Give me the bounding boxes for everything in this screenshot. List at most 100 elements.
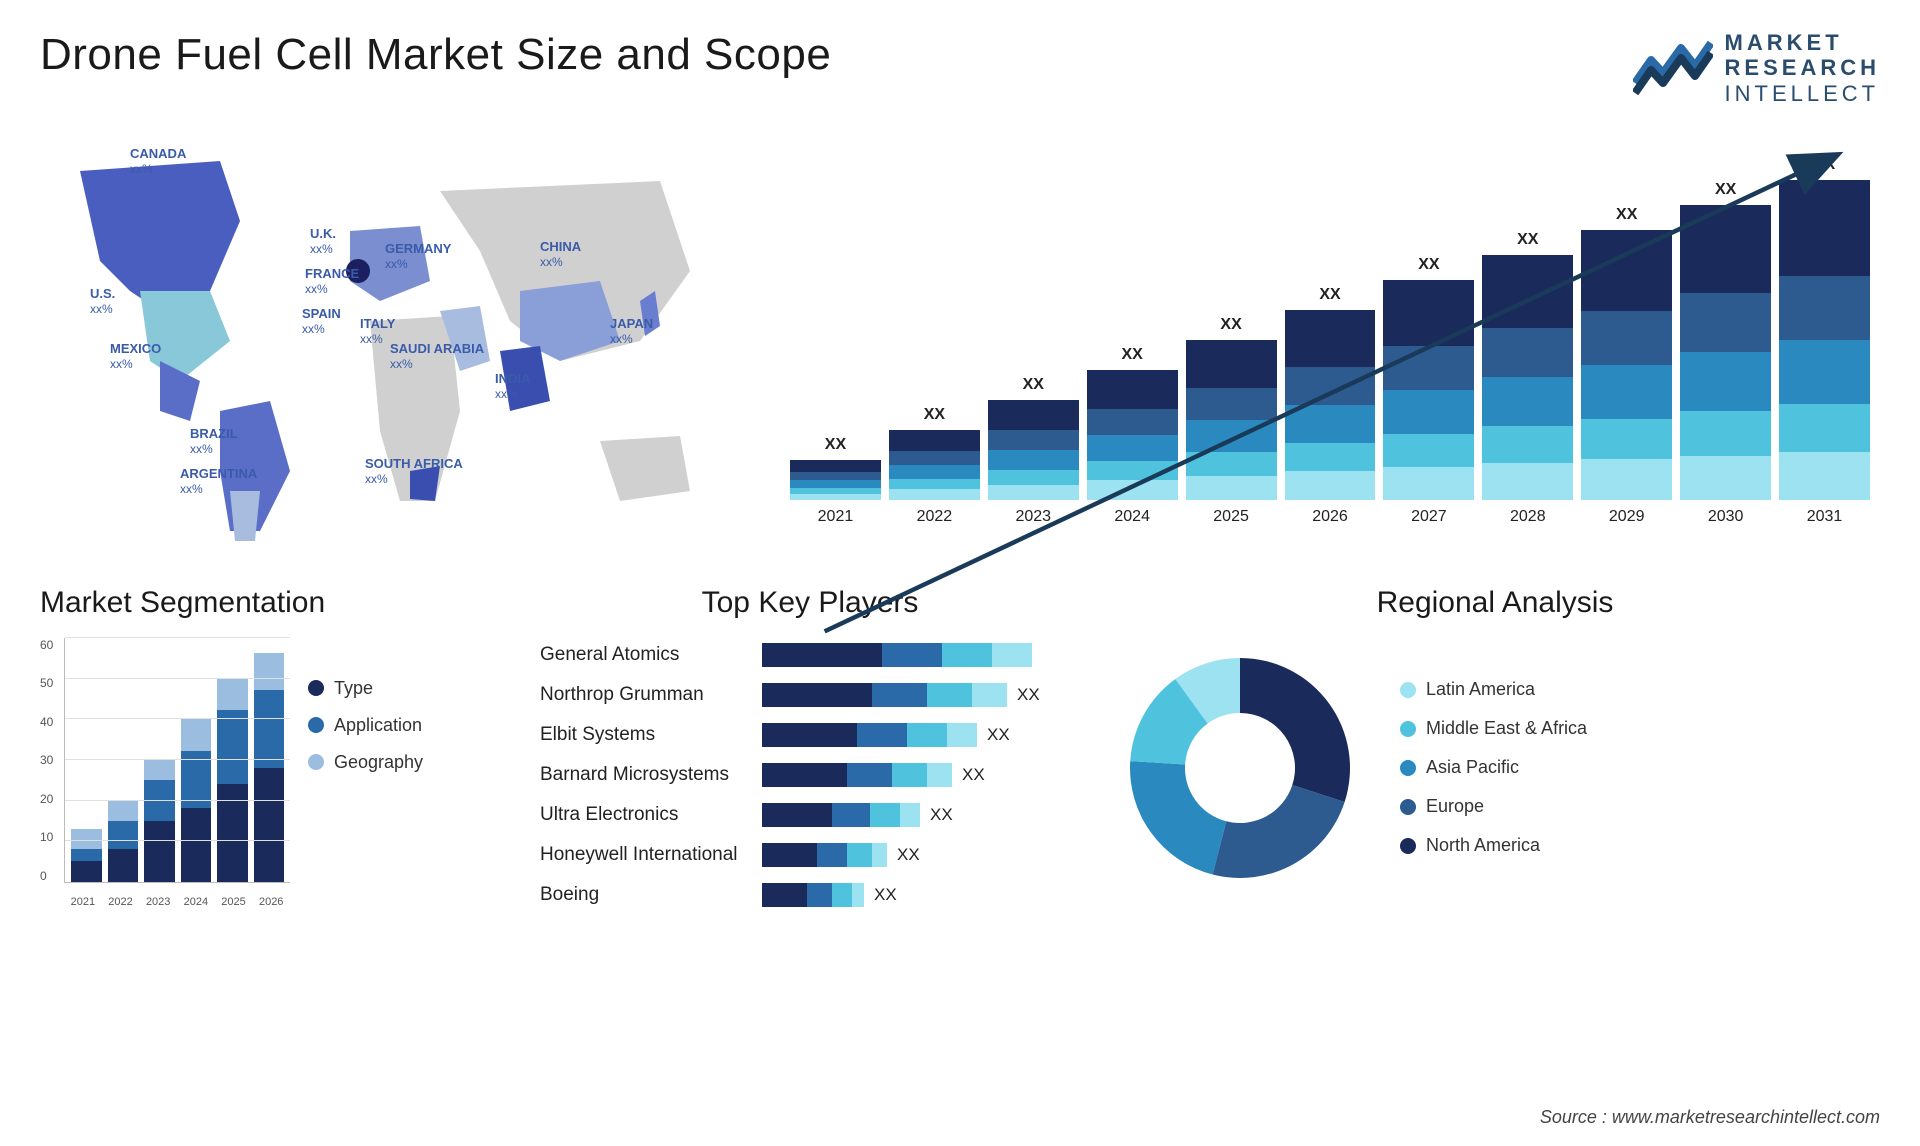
- bar-segment: [790, 472, 881, 480]
- player-bar-segment: [927, 683, 972, 707]
- bar-year-label: 2030: [1708, 508, 1744, 526]
- seg-bar-segment: [71, 829, 102, 849]
- bar-segment: [889, 479, 980, 490]
- player-row: Honeywell InternationalXX: [540, 838, 1080, 872]
- country-label: SOUTH AFRICAxx%: [365, 456, 463, 487]
- bar-segment: [1482, 328, 1573, 377]
- bar-segment: [790, 480, 881, 488]
- legend-dot: [1400, 799, 1416, 815]
- player-bar-segment: [817, 843, 847, 867]
- country-label: MEXICOxx%: [110, 341, 161, 372]
- legend-dot: [1400, 721, 1416, 737]
- bar-value-label: XX: [1122, 346, 1143, 364]
- player-bar-segment: [992, 643, 1032, 667]
- seg-bar-segment: [217, 678, 248, 711]
- market-size-bar-chart: XX2021XX2022XX2023XX2024XX2025XX2026XX20…: [780, 126, 1880, 556]
- bar-segment: [1383, 467, 1474, 500]
- bar-column: XX2028: [1482, 231, 1573, 526]
- bar-segment: [1285, 443, 1376, 472]
- bar-column: XX2029: [1581, 206, 1672, 526]
- bar-segment: [1186, 452, 1277, 476]
- seg-bar-column: [217, 678, 248, 882]
- bar-segment: [889, 430, 980, 451]
- player-bar-segment: [882, 643, 942, 667]
- country-label: U.K.xx%: [310, 226, 336, 257]
- player-name: Ultra Electronics: [540, 804, 750, 826]
- bar-value-label: XX: [1023, 376, 1044, 394]
- bar-segment: [1087, 435, 1178, 461]
- bar-segment: [1383, 280, 1474, 346]
- bar-segment: [1680, 205, 1771, 294]
- bar-segment: [1087, 480, 1178, 500]
- seg-bar-segment: [71, 861, 102, 881]
- regional-donut: [1110, 638, 1370, 898]
- bar-segment: [1581, 419, 1672, 460]
- bar-segment: [988, 430, 1079, 450]
- logo-text: MARKET RESEARCH INTELLECT: [1725, 30, 1880, 106]
- country-label: BRAZILxx%: [190, 426, 238, 457]
- players-title: Top Key Players: [540, 586, 1080, 620]
- bar-segment: [1482, 426, 1573, 463]
- bar-year-label: 2022: [917, 508, 953, 526]
- player-bar-segment: [762, 723, 857, 747]
- bar-segment: [1779, 404, 1870, 452]
- bar-segment: [1087, 409, 1178, 435]
- bar-value-label: XX: [924, 406, 945, 424]
- bar-value-label: XX: [1220, 316, 1241, 334]
- bar-segment: [1087, 370, 1178, 409]
- bar-segment: [988, 485, 1079, 500]
- seg-bar-segment: [108, 849, 139, 882]
- key-players-panel: Top Key Players General AtomicsNorthrop …: [540, 586, 1080, 926]
- bar-segment: [790, 460, 881, 472]
- player-bar-segment: [947, 723, 977, 747]
- players-list: General AtomicsNorthrop GrummanXXElbit S…: [540, 638, 1080, 912]
- seg-bar-segment: [254, 690, 285, 768]
- bar-segment: [1383, 390, 1474, 434]
- bar-year-label: 2021: [818, 508, 854, 526]
- bar-segment: [1680, 456, 1771, 500]
- bar-segment: [1581, 459, 1672, 500]
- bar-segment: [1186, 388, 1277, 420]
- player-bar-segment: [870, 803, 900, 827]
- legend-item: Asia Pacific: [1400, 757, 1587, 778]
- country-label: JAPANxx%: [610, 316, 653, 347]
- seg-bar-segment: [71, 849, 102, 861]
- player-bar-segment: [857, 723, 907, 747]
- bar-segment: [889, 451, 980, 465]
- bar-year-label: 2023: [1015, 508, 1051, 526]
- bar-column: XX2031: [1779, 156, 1870, 526]
- player-bar-segment: [832, 803, 870, 827]
- player-bar-segment: [900, 803, 920, 827]
- legend-dot: [1400, 760, 1416, 776]
- legend-item: Europe: [1400, 796, 1587, 817]
- country-label: CANADAxx%: [130, 146, 186, 177]
- seg-bar-segment: [108, 821, 139, 850]
- bar-segment: [1680, 293, 1771, 352]
- segmentation-chart: 0102030405060 202120222023202420252026: [40, 638, 290, 908]
- bar-segment: [1482, 463, 1573, 500]
- regional-legend: Latin AmericaMiddle East & AfricaAsia Pa…: [1400, 679, 1587, 856]
- bar-segment: [1779, 276, 1870, 340]
- legend-item: Geography: [308, 752, 423, 773]
- segmentation-panel: Market Segmentation 0102030405060 202120…: [40, 586, 510, 926]
- header: Drone Fuel Cell Market Size and Scope MA…: [40, 30, 1880, 106]
- player-bar-segment: [762, 803, 832, 827]
- bar-value-label: XX: [825, 436, 846, 454]
- player-name: Northrop Grumman: [540, 684, 750, 706]
- player-bar-segment: [907, 723, 947, 747]
- regional-panel: Regional Analysis Latin AmericaMiddle Ea…: [1110, 586, 1880, 926]
- player-bar: [762, 683, 1007, 707]
- donut-slice: [1240, 658, 1350, 802]
- player-bar-segment: [892, 763, 927, 787]
- player-bar-segment: [942, 643, 992, 667]
- player-bar-segment: [872, 843, 887, 867]
- seg-bar-segment: [108, 800, 139, 820]
- player-bar-segment: [927, 763, 952, 787]
- page-title: Drone Fuel Cell Market Size and Scope: [40, 30, 831, 80]
- player-bar-segment: [972, 683, 1007, 707]
- seg-bar-segment: [217, 710, 248, 784]
- player-bar: [762, 643, 1032, 667]
- bar-segment: [1482, 377, 1573, 426]
- bar-segment: [1285, 310, 1376, 367]
- source-attribution: Source : www.marketresearchintellect.com: [1540, 1107, 1880, 1128]
